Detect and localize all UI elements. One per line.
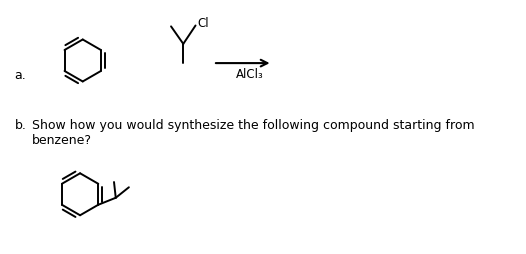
Text: Cl: Cl [197,17,209,30]
Text: AlCl₃: AlCl₃ [236,68,264,81]
Text: Show how you would synthesize the following compound starting from
benzene?: Show how you would synthesize the follow… [32,119,474,147]
Text: a.: a. [15,69,26,82]
Text: b.: b. [15,119,26,132]
